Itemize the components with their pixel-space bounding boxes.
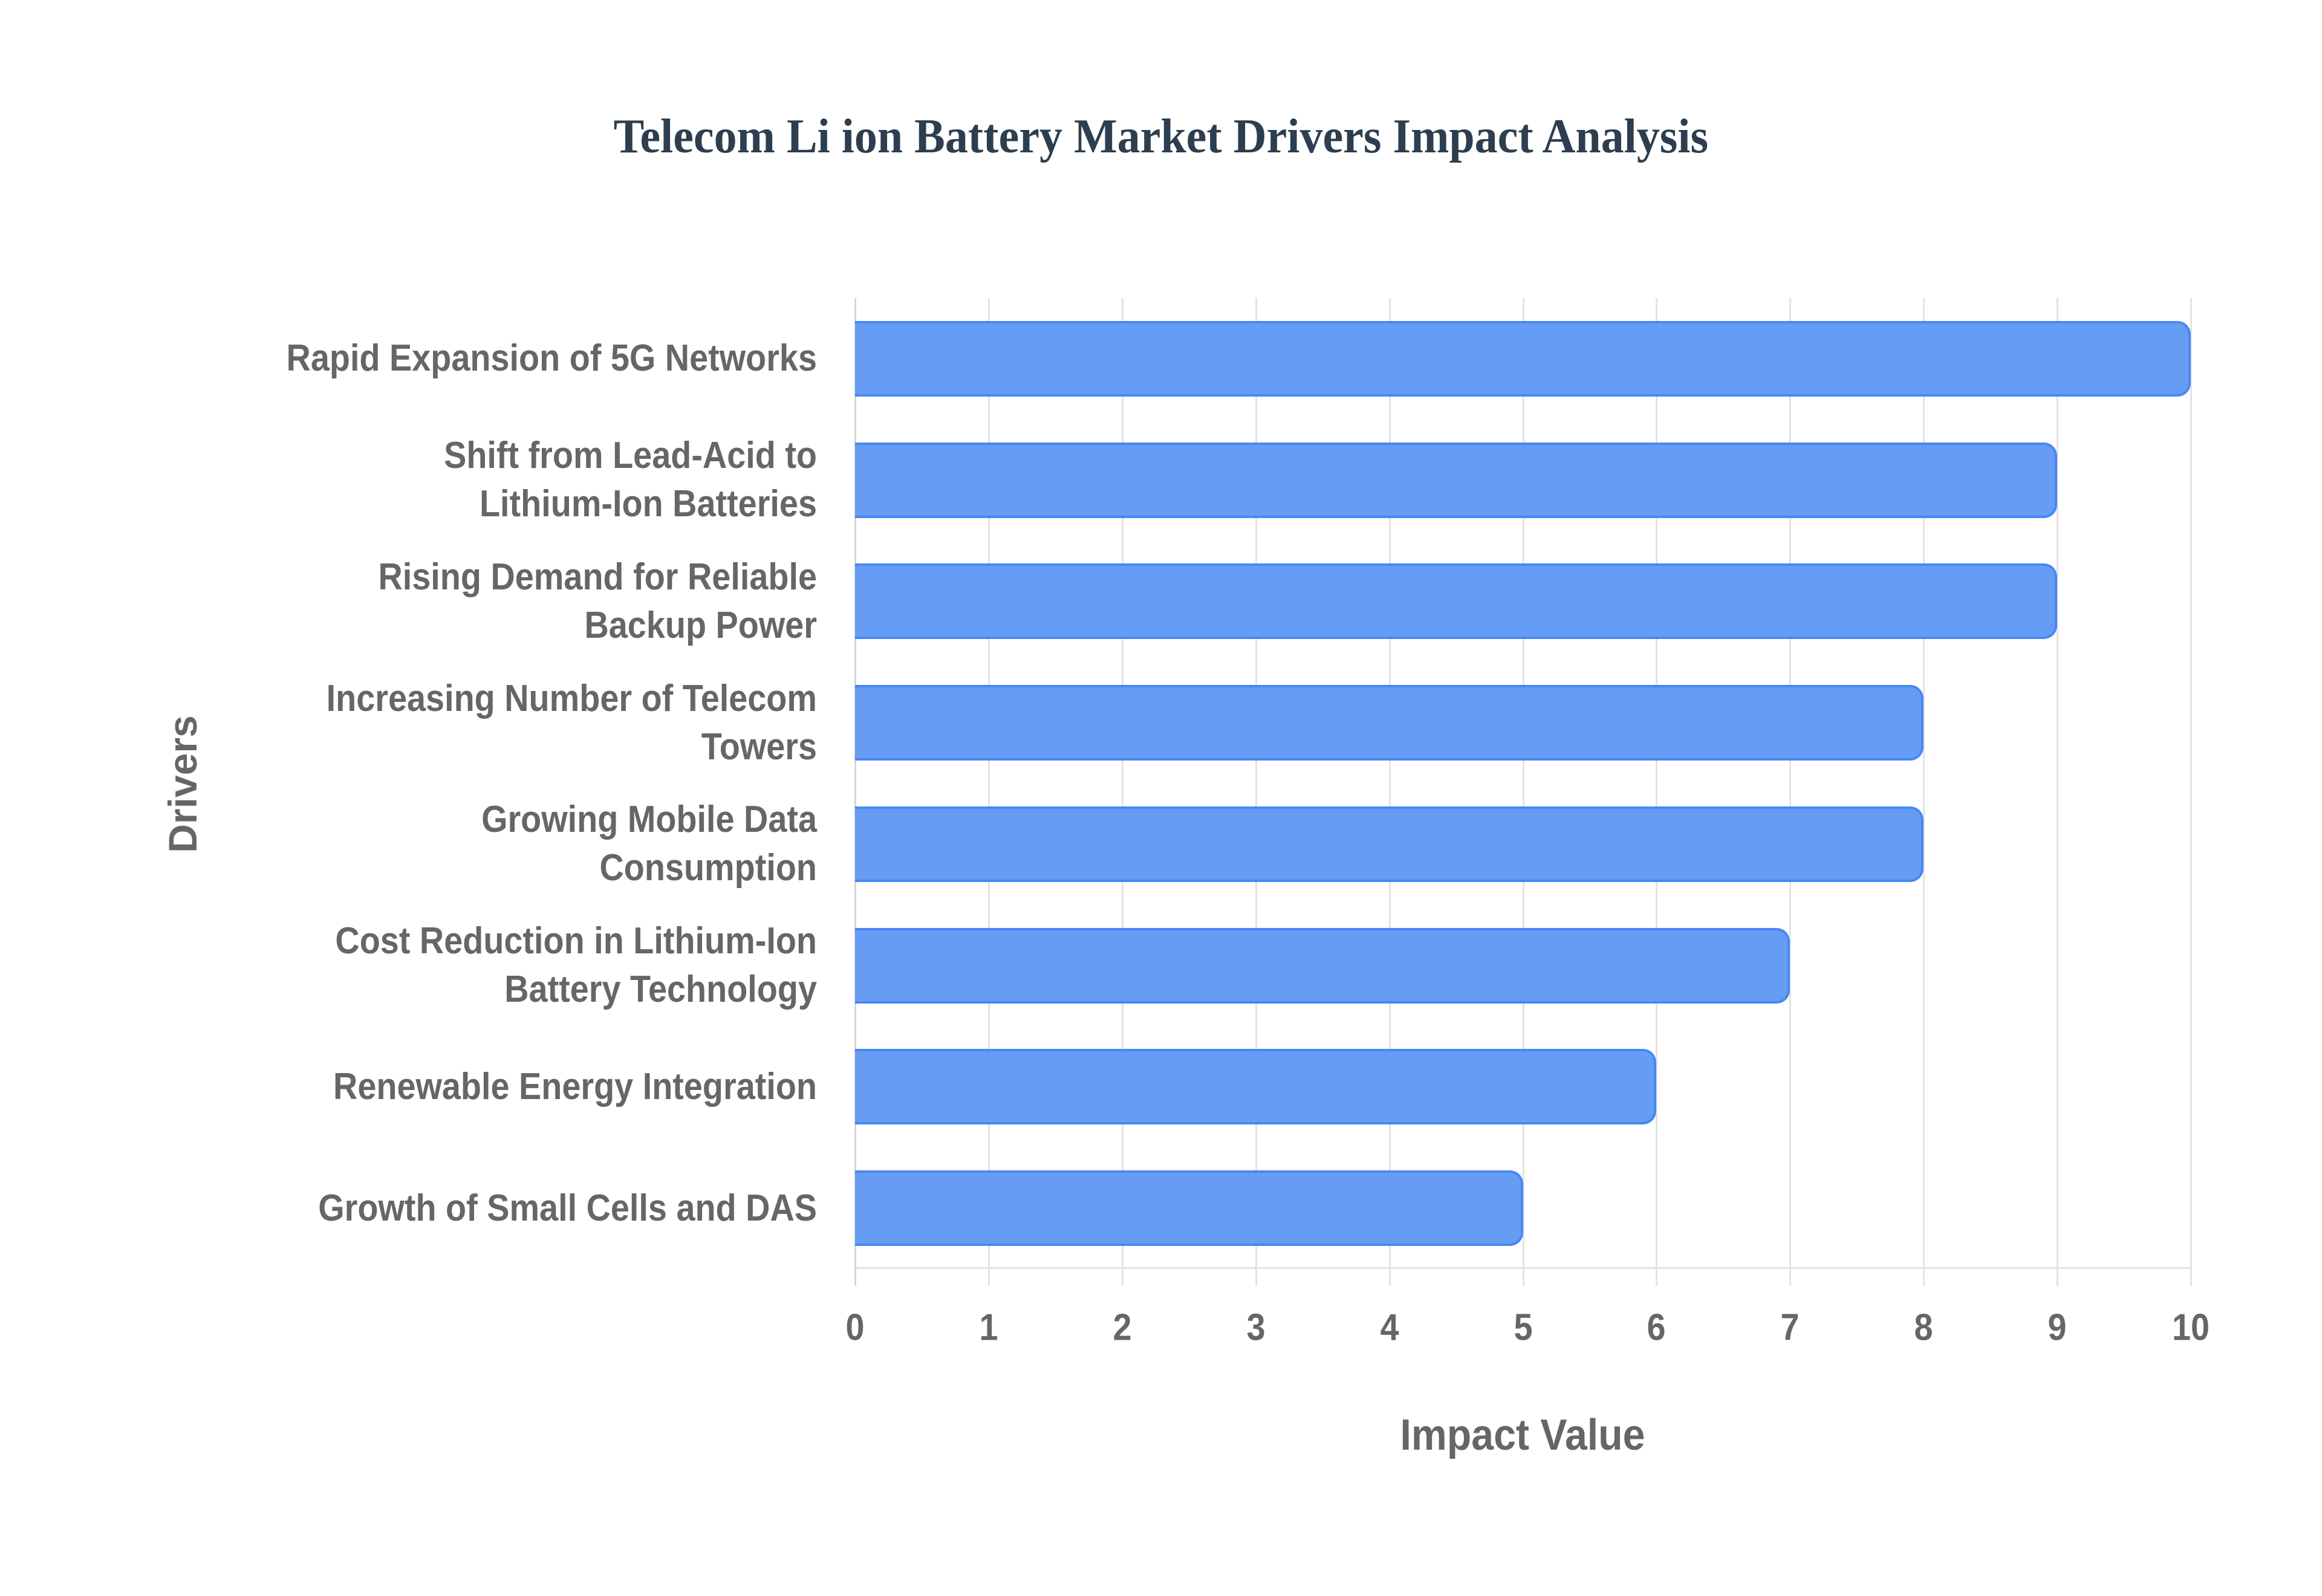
bar[interactable] — [855, 1049, 1657, 1125]
y-tick-label: Shift from Lead-Acid to Lithium-Ion Batte… — [218, 432, 817, 528]
gridline-x-1 — [987, 298, 990, 1286]
y-tick-label: Growing Mobile Data Consumption — [218, 796, 817, 892]
y-tick-label-line: Towers — [701, 725, 817, 768]
x-tick-label: 10 — [2171, 1306, 2210, 1349]
y-tick-label-line: Shift from Lead-Acid to — [444, 435, 817, 477]
y-tick-label: Renewable Energy Integration — [218, 1063, 817, 1111]
gridline-x-2 — [1121, 298, 1124, 1286]
gridline-x-4 — [1388, 298, 1391, 1286]
bar[interactable] — [855, 442, 2058, 518]
x-tick-label: 7 — [1780, 1306, 1800, 1349]
gridline-x-3 — [1255, 298, 1257, 1286]
bar[interactable] — [855, 563, 2058, 640]
bar[interactable] — [855, 806, 1924, 882]
bar[interactable] — [855, 927, 1790, 1004]
x-tick-label: 2 — [1113, 1306, 1132, 1349]
x-tick-label: 1 — [979, 1306, 998, 1349]
gridline-x-5 — [1522, 298, 1524, 1286]
y-tick-label: Cost Reduction in Lithium-Ion Battery Tec… — [218, 917, 817, 1014]
bar[interactable] — [855, 685, 1924, 761]
x-tick-label: 3 — [1246, 1306, 1266, 1349]
gridline-x-6 — [1656, 298, 1658, 1286]
x-tick-label: 4 — [1380, 1306, 1399, 1349]
y-tick-label-line: Consumption — [599, 847, 817, 889]
y-tick-label-line: Growing Mobile Data — [481, 799, 817, 841]
y-tick-label-line: Rapid Expansion of 5G Networks — [286, 337, 817, 380]
y-tick-label-line: Renewable Energy Integration — [333, 1065, 817, 1108]
y-tick-label-line: Rising Demand for Reliable — [378, 556, 817, 598]
gridline-x-7 — [1789, 298, 1792, 1286]
gridline-x-8 — [1923, 298, 1925, 1286]
y-tick-label: Rapid Expansion of 5G Networks — [218, 334, 817, 383]
y-tick-label-line: Lithium-Ion Batteries — [479, 483, 817, 525]
x-tick-label: 6 — [1647, 1306, 1666, 1349]
gridline-x-9 — [2057, 298, 2059, 1286]
x-axis-baseline — [855, 1267, 2191, 1269]
y-axis-title: Drivers — [160, 715, 205, 853]
bar[interactable] — [855, 320, 2191, 397]
bar[interactable] — [855, 1170, 1523, 1247]
x-tick-label: 0 — [845, 1306, 865, 1349]
x-axis-title: Impact Value — [1400, 1411, 1645, 1459]
y-tick-label-line: Growth of Small Cells and DAS — [318, 1187, 817, 1229]
y-tick-label-line: Battery Technology — [504, 968, 817, 1011]
chart-title-text: Telecom Li ion Battery Market Drivers Im… — [613, 110, 1709, 163]
x-tick-label: 9 — [2047, 1306, 2067, 1349]
y-tick-label-line: Cost Reduction in Lithium-Ion — [335, 920, 817, 962]
gridline-x-10 — [2190, 298, 2192, 1286]
y-tick-label: Increasing Number of Telecom Towers — [218, 675, 817, 771]
x-tick-label: 8 — [1914, 1306, 1933, 1349]
x-tick-label: 5 — [1513, 1306, 1533, 1349]
y-tick-label: Growth of Small Cells and DAS — [218, 1184, 817, 1233]
y-tick-label: Rising Demand for Reliable Backup Power — [218, 553, 817, 650]
chart-title: Telecom Li ion Battery Market Drivers Im… — [0, 106, 2322, 167]
plot-area — [854, 298, 2192, 1286]
y-tick-label-line: Increasing Number of Telecom — [326, 677, 817, 719]
gridline-x-0 — [854, 298, 856, 1286]
y-tick-label-line: Backup Power — [584, 604, 817, 646]
